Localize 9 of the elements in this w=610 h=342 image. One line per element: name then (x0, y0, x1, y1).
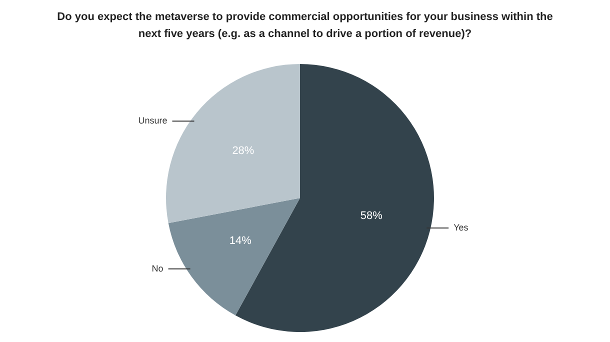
slice-label: Unsure (138, 116, 168, 126)
data-label: 14% (229, 235, 252, 248)
data-label: 58% (360, 210, 383, 222)
pie-slice (166, 64, 300, 224)
data-label: 28% (232, 144, 254, 157)
slice-label: No (152, 263, 164, 274)
slice-label: Yes (454, 222, 469, 232)
pie-slice (168, 198, 300, 316)
chart-title: Do you expect the metaverse to provide commercial opportunities for your business within the next five years (e.g. as a channel to drive a portion of revenue)? (57, 11, 553, 40)
